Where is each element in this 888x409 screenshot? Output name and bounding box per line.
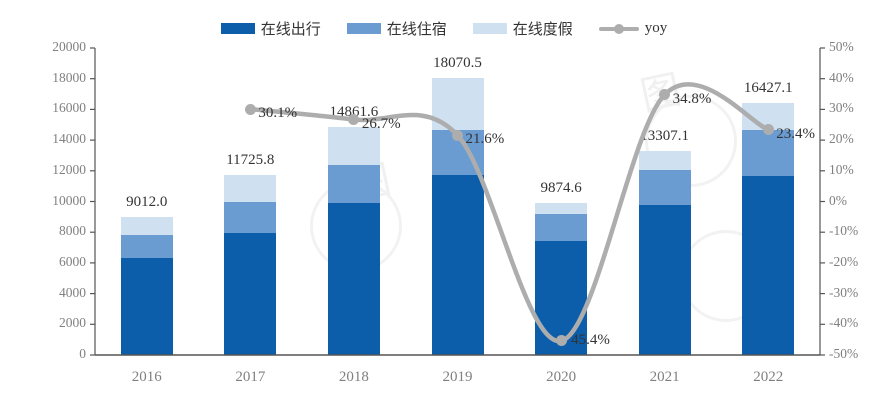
legend-swatch-icon xyxy=(220,23,255,34)
legend-line-icon xyxy=(598,23,639,35)
legend-item-2[interactable]: 在线住宿 xyxy=(346,18,447,39)
legend-label: 在线住宿 xyxy=(386,22,447,38)
bar-segment-1 xyxy=(120,257,173,355)
bar-segment-1 xyxy=(224,232,277,355)
bar-segment-3 xyxy=(535,203,588,214)
bar-segment-2 xyxy=(638,170,691,206)
yoy-marker xyxy=(762,124,774,136)
bar-segment-2 xyxy=(535,213,588,241)
legend-swatch-icon xyxy=(472,23,507,34)
bar-total-label: 9012.0 xyxy=(126,193,168,210)
y2-axis-tick-label: 30% xyxy=(829,100,854,116)
y-axis-tick-label: 4000 xyxy=(59,284,86,300)
y-axis-tick-label: 6000 xyxy=(59,253,86,269)
yoy-marker xyxy=(555,335,567,347)
yoy-value-label: 30.1% xyxy=(258,105,298,122)
yoy-value-label: 21.6% xyxy=(465,131,505,148)
bar-total-label: 9874.6 xyxy=(540,180,582,197)
y2-axis-tick-label: 40% xyxy=(829,69,854,85)
yoy-marker xyxy=(452,129,463,141)
y2-axis-tick-label: 20% xyxy=(829,131,854,147)
bar-segment-1 xyxy=(327,203,380,355)
yoy-marker xyxy=(348,114,360,126)
bar-total-label: 18070.5 xyxy=(433,54,482,71)
y-axis-tick-label: 18000 xyxy=(52,69,86,85)
bar-total-label: 16427.1 xyxy=(743,79,793,96)
y-axis-tick-label: 8000 xyxy=(59,223,86,239)
x-axis-tick-label: 2016 xyxy=(131,369,162,385)
bar-segment-3 xyxy=(120,216,173,235)
legend-swatch-icon xyxy=(346,23,381,34)
bar-segment-3 xyxy=(638,150,691,171)
y2-axis-tick-label: -30% xyxy=(829,284,859,300)
legend-item-4[interactable]: yoy xyxy=(598,20,668,37)
y2-axis-tick-label: -10% xyxy=(829,223,859,239)
bar-total-label: 13307.1 xyxy=(640,127,690,144)
yoy-value-label: 26.7% xyxy=(361,115,401,132)
yoy-value-label: 45.4% xyxy=(571,331,610,348)
legend-item-3[interactable]: 在线度假 xyxy=(472,18,573,39)
bar-segment-3 xyxy=(431,77,484,130)
x-axis-tick-label: 2021 xyxy=(649,369,680,385)
x-axis-tick-label: 2020 xyxy=(546,369,577,385)
bar-segment-2 xyxy=(120,234,173,258)
y2-axis-tick-label: 10% xyxy=(829,161,854,177)
bar-segment-1 xyxy=(431,175,484,355)
y-axis-tick-label: 0 xyxy=(79,346,86,361)
bar-segment-2 xyxy=(327,164,380,203)
legend-label: 在线度假 xyxy=(512,22,573,38)
legend-label: yoy xyxy=(644,20,668,36)
bar-segment-1 xyxy=(638,205,691,355)
y-axis-tick-label: 14000 xyxy=(52,131,86,147)
y2-axis-tick-label: -50% xyxy=(829,346,859,361)
yoy-value-label: 34.8% xyxy=(672,90,712,107)
y-axis-tick-label: 10000 xyxy=(52,192,86,208)
bar-total-label: 11725.8 xyxy=(226,152,275,168)
bar-segment-1 xyxy=(742,176,795,355)
legend-item-1[interactable]: 在线出行 xyxy=(220,18,321,39)
y-axis-tick-label: 2000 xyxy=(59,315,86,331)
bar-segment-3 xyxy=(327,126,380,165)
legend-label: 在线出行 xyxy=(260,22,321,38)
chart-legend: 在线出行 在线住宿 在线度假 yoy xyxy=(0,18,888,39)
yoy-value-label: 23.4% xyxy=(776,125,815,142)
y-axis-tick-label: 16000 xyxy=(52,100,86,116)
y2-axis-tick-label: -20% xyxy=(829,253,859,269)
x-axis-tick-label: 2022 xyxy=(753,369,784,385)
yoy-marker xyxy=(659,89,671,101)
y2-axis-tick-label: 0% xyxy=(829,192,847,208)
bar-segment-3 xyxy=(224,175,277,202)
x-axis-tick-label: 2018 xyxy=(338,369,369,385)
y-axis-tick-label: 20000 xyxy=(52,39,86,54)
bar-segment-2 xyxy=(224,202,277,233)
y2-axis-tick-label: 50% xyxy=(829,39,854,54)
y-axis-tick-label: 12000 xyxy=(52,161,86,177)
x-axis-tick-label: 2019 xyxy=(442,369,473,385)
y2-axis-tick-label: -40% xyxy=(829,315,859,331)
x-axis-tick-label: 2017 xyxy=(235,369,266,385)
yoy-marker xyxy=(244,103,256,115)
